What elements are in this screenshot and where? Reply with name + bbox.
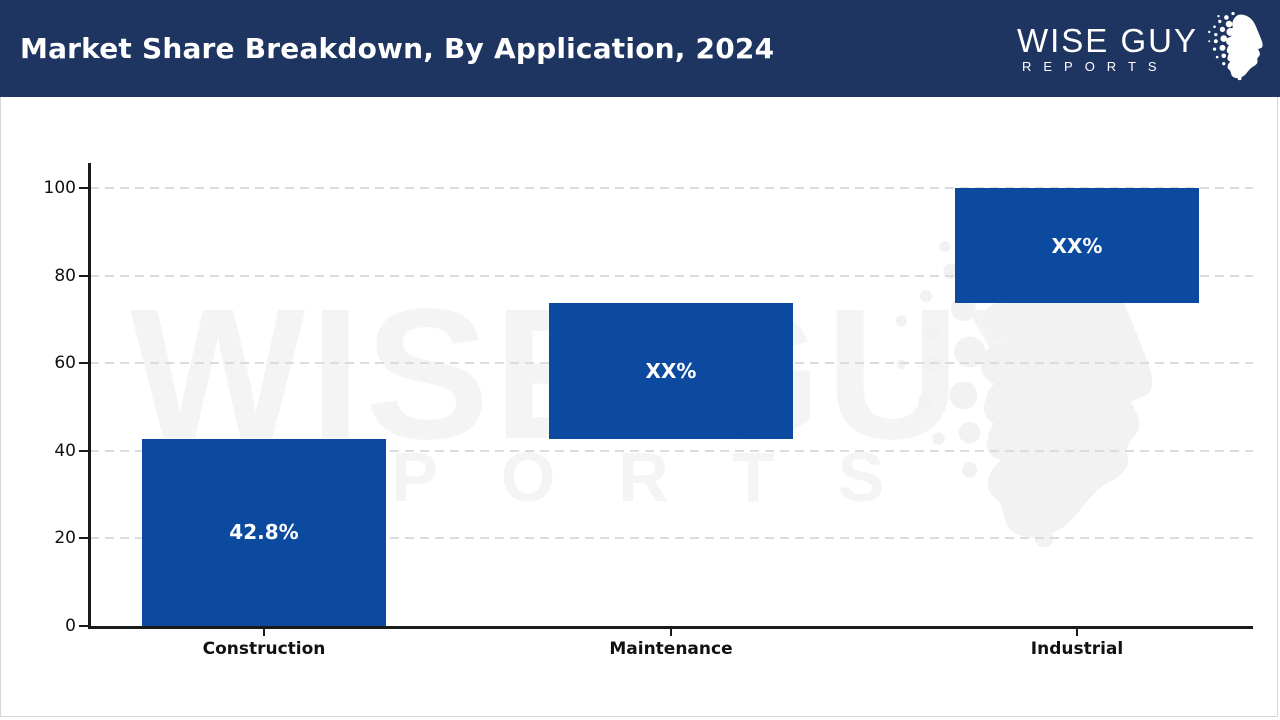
y-tick-label-40: 40 [54, 440, 76, 461]
y-tick-label-20: 20 [54, 528, 76, 549]
gridline-100 [90, 187, 1253, 189]
y-tick-80 [79, 274, 88, 277]
x-category-label-maintenance: Maintenance [609, 639, 733, 659]
y-tick-0 [79, 625, 88, 627]
y-tick-40 [79, 449, 88, 452]
gridline-20 [90, 537, 1253, 540]
y-tick-label-0: 0 [65, 616, 76, 636]
y-tick-60 [79, 362, 88, 365]
bar-value-label-industrial: XX% [1051, 233, 1103, 258]
logo-text: WISE GUY REPORTS [1017, 24, 1198, 73]
chart-title: Market Share Breakdown, By Application, … [20, 32, 775, 65]
y-axis-line [88, 163, 91, 629]
bar-industrial: XX% [955, 188, 1199, 304]
x-category-label-construction: Construction [202, 639, 326, 659]
y-tick-100 [79, 187, 88, 189]
logo: WISE GUY REPORTS [1017, 12, 1266, 85]
header: Market Share Breakdown, By Application, … [0, 0, 1280, 97]
x-tick-industrial [1076, 629, 1078, 636]
gridline-80 [90, 274, 1253, 277]
chart-area: WISE GUY REPORTS 0 20 40 60 80 100 Constructio… [0, 97, 1280, 720]
y-tick-label-100: 100 [43, 178, 76, 198]
x-tick-maintenance [670, 629, 672, 636]
y-tick-label-60: 60 [54, 353, 76, 374]
logo-subtitle: REPORTS [1021, 59, 1169, 74]
x-tick-construction [263, 629, 265, 636]
bar-maintenance: XX% [549, 303, 793, 439]
content-border [0, 97, 1278, 717]
bar-construction: 42.8% [142, 438, 386, 626]
logo-wordmark: WISE GUY [1016, 22, 1198, 59]
x-axis-line [88, 626, 1253, 629]
x-category-label-industrial: Industrial [1030, 639, 1124, 659]
bar-value-label-maintenance: XX% [645, 358, 697, 383]
y-tick-20 [79, 537, 88, 540]
y-tick-label-80: 80 [54, 265, 76, 286]
gridline-40 [90, 449, 1253, 452]
bar-value-label-construction: 42.8% [229, 520, 299, 545]
